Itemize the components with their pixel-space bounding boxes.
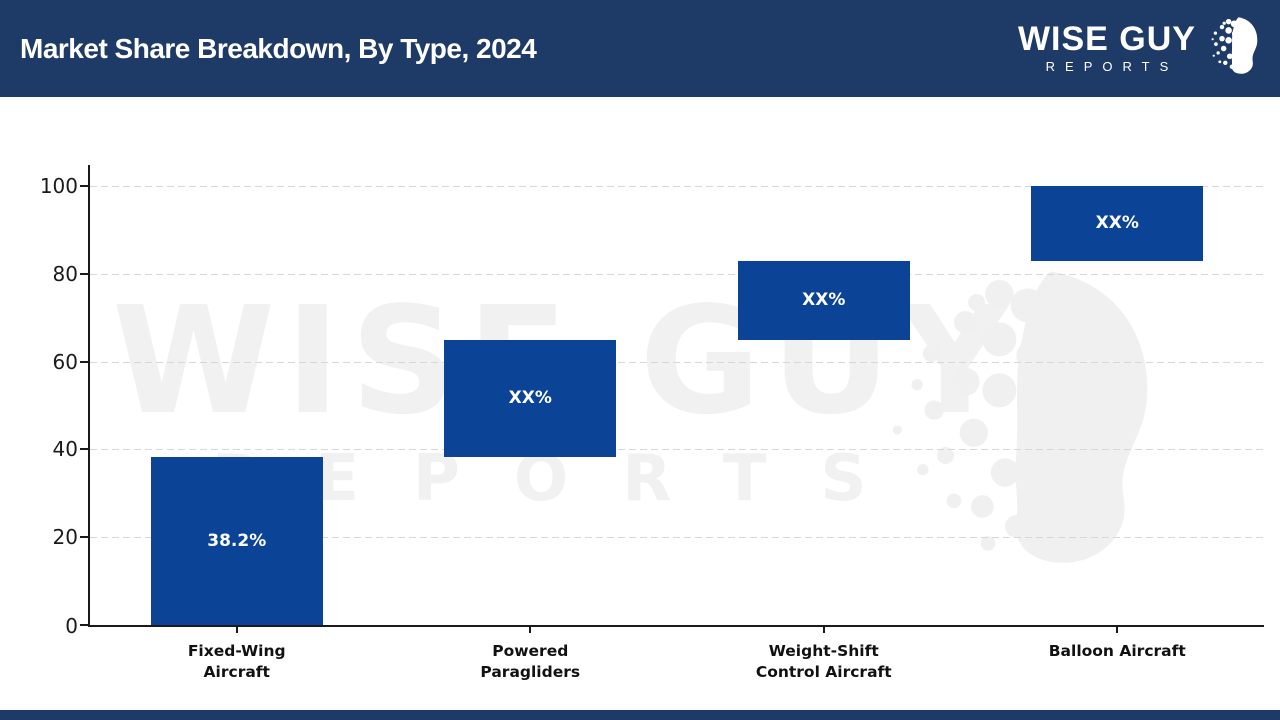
x-category-line: Paragliders xyxy=(480,663,581,681)
brand-logo: WISE GUY REPORTS xyxy=(1018,8,1266,88)
plot-area: 0 20 40 60 80 100 38.2% Fixed-Wing Aircraft XX% Po… xyxy=(40,165,1264,681)
y-tick-mark xyxy=(80,185,88,187)
x-tick-mark xyxy=(235,625,238,633)
y-tick-label: 20 xyxy=(52,525,78,550)
header-bar: Market Share Breakdown, By Type, 2024 WI… xyxy=(0,0,1280,97)
chart-area: WISE GUY REPORTS 02040608010038.2%Fixed-… xyxy=(0,97,1280,710)
bar: XX% xyxy=(444,339,617,458)
x-tick-mark xyxy=(822,625,825,633)
x-category-label: Fixed-Wing Aircraft xyxy=(117,641,357,683)
x-category-line: Aircraft xyxy=(203,663,270,681)
x-category-line: Powered xyxy=(492,642,569,660)
x-category-label: Powered Paragliders xyxy=(410,641,650,683)
bar: 38.2% xyxy=(150,457,323,625)
y-gridline xyxy=(90,273,1264,275)
bar-value-label: 38.2% xyxy=(207,531,267,552)
wiseguy-face-icon xyxy=(1211,17,1258,74)
y-gridline xyxy=(90,361,1264,363)
x-category-line: Balloon Aircraft xyxy=(1048,642,1186,660)
x-tick-mark xyxy=(529,625,532,633)
bar-value-label: XX% xyxy=(802,290,846,311)
x-tick-mark xyxy=(1116,625,1119,633)
y-tick-label: 100 xyxy=(39,174,78,198)
y-gridline xyxy=(90,537,1264,539)
bar-value-label: XX% xyxy=(1095,213,1139,234)
y-gridline xyxy=(90,186,1264,187)
y-tick-label: 60 xyxy=(52,349,78,374)
x-category-line: Fixed-Wing xyxy=(187,642,286,660)
x-category-line: Weight-Shift xyxy=(768,642,879,660)
brand-subtitle: REPORTS xyxy=(1045,59,1179,75)
y-gridline xyxy=(90,449,1264,451)
x-category-label: Weight-Shift Control Aircraft xyxy=(704,641,944,683)
x-category-label: Balloon Aircraft xyxy=(997,641,1237,662)
bar-value-label: XX% xyxy=(508,388,552,409)
page-title: Market Share Breakdown, By Type, 2024 xyxy=(20,32,537,64)
y-tick-label: 0 xyxy=(65,614,78,638)
footer-bar xyxy=(0,710,1280,720)
brand-name: WISE GUY xyxy=(1017,19,1196,58)
y-tick-mark xyxy=(80,448,88,451)
y-tick-mark xyxy=(80,360,88,363)
bar: XX% xyxy=(1031,186,1204,261)
x-category-line: Control Aircraft xyxy=(755,663,892,681)
y-tick-label: 40 xyxy=(52,437,78,462)
y-tick-mark xyxy=(80,272,88,275)
bar: XX% xyxy=(737,260,910,340)
y-tick-label: 80 xyxy=(52,261,78,286)
y-tick-mark xyxy=(80,624,88,626)
y-tick-mark xyxy=(80,536,88,539)
